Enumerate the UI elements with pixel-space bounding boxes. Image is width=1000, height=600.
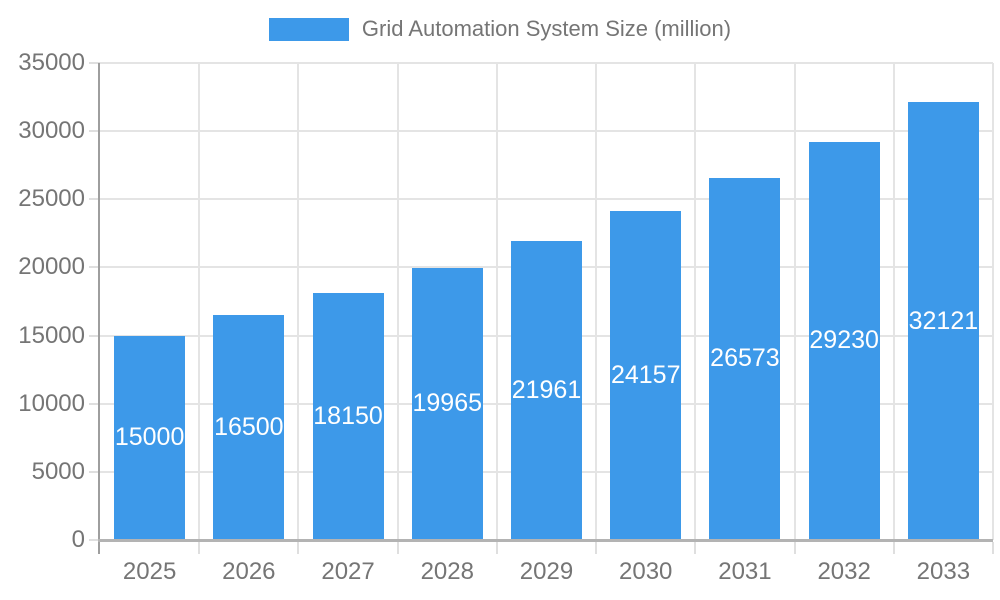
y-axis-tick-label: 0: [71, 526, 85, 553]
bar-value-label: 15000: [114, 423, 185, 452]
gridline-horizontal: [100, 62, 993, 64]
bar-value-label: 26573: [710, 344, 780, 373]
y-axis-tick-label: 15000: [18, 321, 85, 349]
legend-swatch: [268, 17, 349, 41]
y-axis-tick-label: 20000: [18, 253, 85, 281]
gridline-vertical: [992, 63, 994, 540]
bar-value-label: 29230: [809, 326, 879, 355]
bar-value-label: 19965: [412, 389, 483, 418]
bar-value-label: 18150: [313, 401, 383, 430]
y-axis-tick: [89, 62, 100, 64]
bar-2033[interactable]: [907, 102, 979, 540]
gridline-horizontal: [100, 198, 993, 201]
gridline-vertical: [396, 63, 399, 540]
bar-2027[interactable]: [312, 292, 384, 540]
gridline-vertical: [595, 63, 598, 540]
y-axis-tick-label: 5000: [31, 457, 85, 485]
bar-2026[interactable]: [213, 315, 285, 540]
bar-2031[interactable]: [709, 177, 781, 540]
x-axis-tick-label: 2030: [619, 558, 673, 585]
bar-2025[interactable]: [114, 335, 186, 540]
bar-value-label: 32121: [908, 306, 979, 335]
bar-value-label: 24157: [610, 360, 681, 389]
gridline-vertical: [793, 63, 796, 540]
x-axis-tick-label: 2026: [222, 558, 276, 585]
x-axis-tick: [992, 542, 994, 554]
x-axis-tick-label: 2031: [718, 558, 772, 585]
bar-2032[interactable]: [808, 141, 880, 540]
y-axis-tick: [89, 402, 100, 405]
y-axis-tick: [89, 539, 100, 541]
x-axis-tick: [595, 542, 598, 554]
x-axis-tick: [495, 542, 498, 554]
y-axis-tick: [89, 130, 100, 133]
y-axis-tick: [89, 198, 100, 201]
x-axis-tick-label: 2032: [817, 558, 871, 585]
gridline-vertical: [198, 63, 201, 540]
y-axis-tick-label: 30000: [18, 117, 85, 145]
y-axis-tick-label: 25000: [18, 185, 85, 213]
gridline-vertical: [892, 63, 895, 540]
x-axis-tick: [892, 542, 895, 554]
y-axis-line: [98, 63, 100, 554]
x-axis-tick-label: 2033: [916, 558, 971, 585]
y-axis-tick: [89, 266, 100, 269]
x-axis-tick: [793, 542, 796, 554]
x-axis-tick-label: 2029: [519, 558, 574, 585]
gridline-horizontal: [100, 130, 993, 133]
y-axis-tick: [89, 470, 100, 473]
gridline-vertical: [694, 63, 697, 540]
gridline-vertical: [495, 63, 498, 540]
y-axis-tick-label: 35000: [18, 49, 85, 76]
bar-value-label: 16500: [214, 413, 284, 442]
x-axis-tick-label: 2028: [420, 558, 474, 585]
bar-2030[interactable]: [610, 210, 682, 540]
x-axis-tick: [297, 542, 300, 554]
x-axis-tick-label: 2025: [122, 558, 177, 585]
x-axis-tick: [396, 542, 399, 554]
bar-2028[interactable]: [411, 267, 483, 540]
y-axis-tick: [89, 334, 100, 337]
x-axis-tick: [198, 542, 201, 554]
bar-2029[interactable]: [511, 240, 582, 540]
legend[interactable]: Grid Automation System Size (million): [0, 16, 1000, 42]
gridline-vertical: [297, 63, 300, 540]
legend-label: Grid Automation System Size (million): [361, 16, 732, 41]
bar-value-label: 21961: [511, 375, 582, 404]
y-axis-tick-label: 10000: [18, 389, 85, 417]
x-axis-tick-label: 2027: [321, 558, 375, 585]
x-axis-tick: [694, 542, 697, 554]
x-axis-line: [98, 539, 993, 542]
